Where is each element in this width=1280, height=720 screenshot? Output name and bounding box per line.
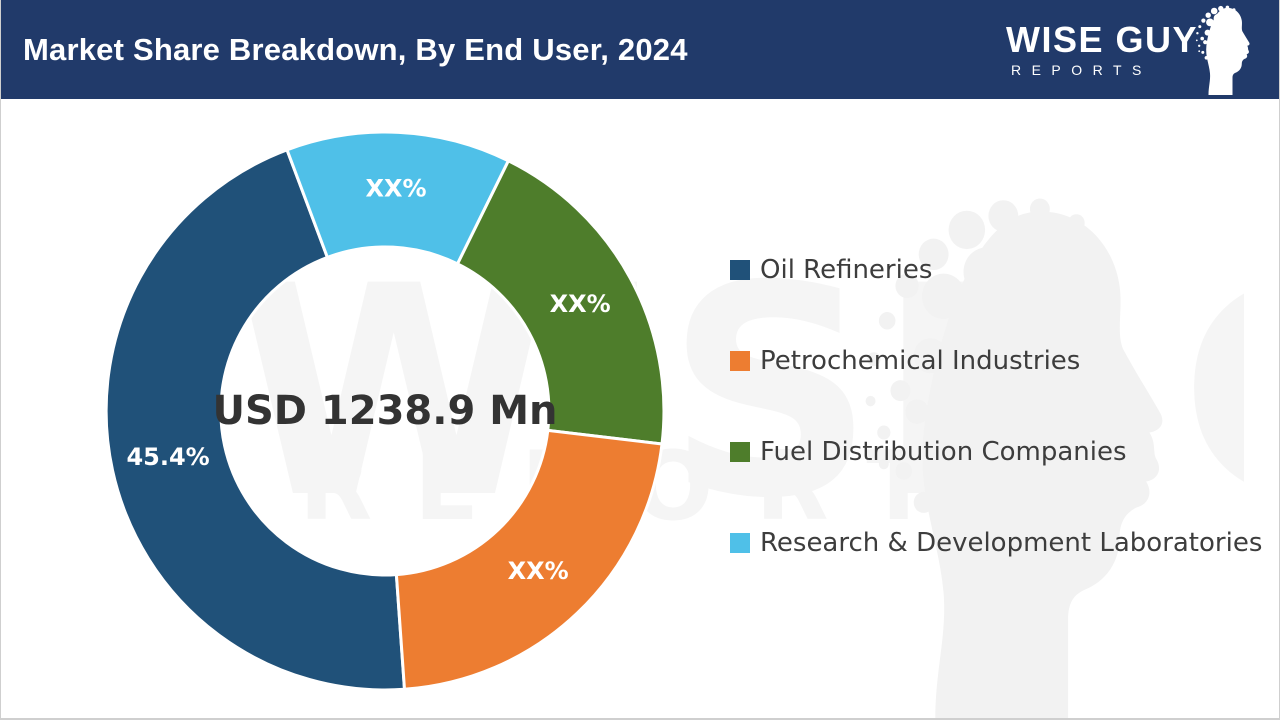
legend-label: Research & Development Laboratories	[760, 528, 1263, 558]
segment-label: XX%	[365, 174, 426, 202]
legend-item: Oil Refineries	[730, 253, 1262, 287]
legend-swatch	[730, 351, 750, 371]
wise-guy-logo: WISE GUY REPORTS	[1006, 5, 1252, 95]
segment-label: 45.4%	[126, 443, 209, 471]
legend-item: Fuel Distribution Companies	[730, 435, 1262, 469]
donut-chart: 45.4% XX% XX% XX%	[104, 130, 666, 692]
legend-label: Oil Refineries	[760, 255, 933, 285]
logo-wordmark: WISE GUY	[1005, 19, 1198, 60]
donut-segment	[104, 147, 407, 692]
legend-label: Fuel Distribution Companies	[760, 437, 1127, 467]
logo-subtitle: REPORTS	[1010, 62, 1152, 78]
page-title: Market Share Breakdown, By End User, 202…	[23, 31, 688, 67]
logo-head-icon	[1195, 5, 1250, 95]
legend-swatch	[730, 533, 750, 553]
segment-label: XX%	[550, 290, 611, 318]
legend-item: Research & Development Laboratories	[730, 526, 1262, 560]
legend: Oil Refineries Petrochemical Industries Fu…	[730, 253, 1262, 560]
legend-swatch	[730, 442, 750, 462]
legend-label: Petrochemical Industries	[760, 346, 1081, 376]
legend-item: Petrochemical Industries	[730, 344, 1262, 378]
donut-segment	[455, 158, 666, 446]
donut-segment	[394, 428, 664, 691]
chart-area: WISE GUY REPORTS 45.4%XX%XX%XX% USD 1238…	[1, 99, 1279, 718]
segment-label: XX%	[508, 557, 569, 585]
center-value: USD 1238.9 Mn	[212, 388, 558, 434]
legend-swatch	[730, 260, 750, 280]
logo-text: WISE GUY REPORTS	[1005, 19, 1198, 79]
header-bar: Market Share Breakdown, By End User, 202…	[1, 0, 1279, 99]
watermark-text-line2: REPORTS	[299, 440, 1084, 535]
